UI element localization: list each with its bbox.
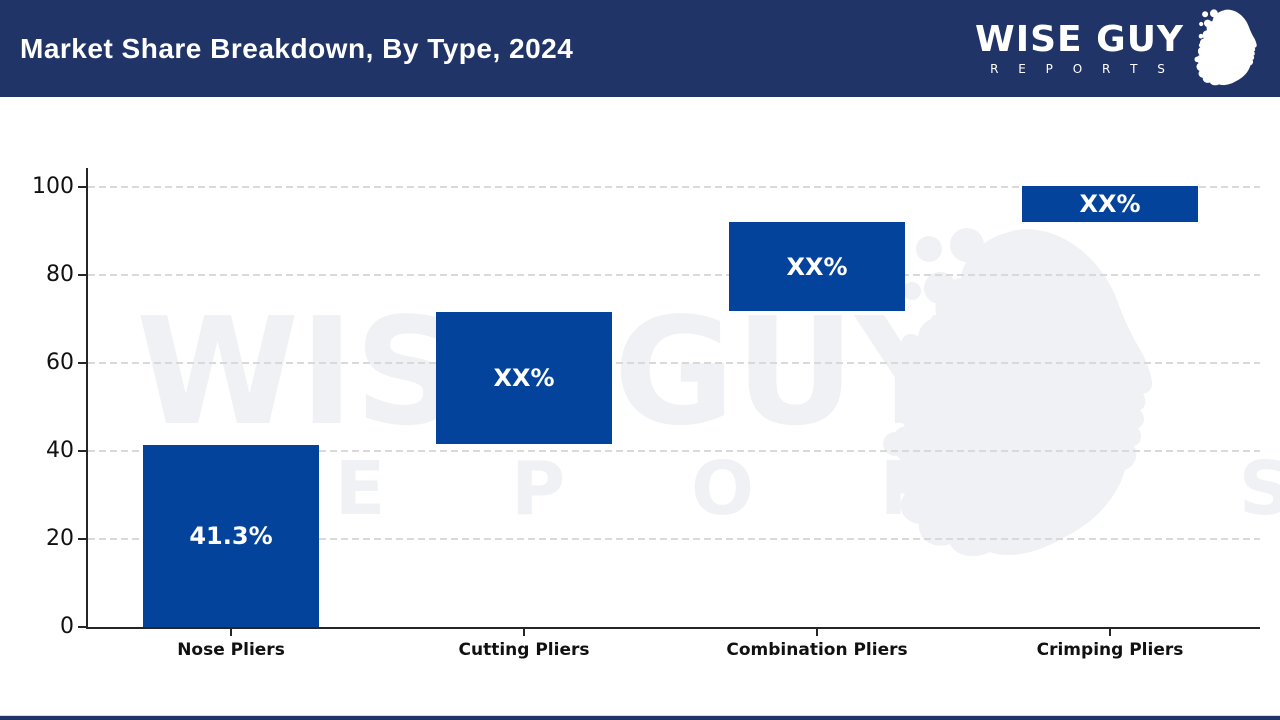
gridline-80 [88, 274, 1260, 276]
gridline-60 [88, 362, 1260, 364]
x-tick [230, 629, 232, 636]
y-tick-label: 80 [46, 262, 74, 287]
y-tick [78, 626, 86, 628]
y-axis-line [86, 168, 88, 628]
wise-guy-logo: WISE GUY R E P O R T S [975, 8, 1262, 89]
x-label-cutting-pliers: Cutting Pliers [458, 640, 590, 660]
bar-value-label: XX% [493, 364, 555, 392]
x-label-nose-pliers: Nose Pliers [177, 640, 285, 660]
bar-crimping-pliers: XX% [1022, 186, 1198, 222]
y-tick [78, 450, 86, 452]
bar-value-label: XX% [1079, 190, 1141, 218]
y-tick [78, 274, 86, 276]
footer-divider [0, 715, 1280, 716]
logo-face-icon [1194, 9, 1257, 86]
logo-wordmark: WISE GUY [974, 18, 1184, 60]
bar-value-label: 41.3% [189, 522, 273, 550]
x-tick [523, 629, 525, 636]
y-tick-label: 100 [32, 174, 74, 199]
y-tick [78, 186, 86, 188]
x-label-combination-pliers: Combination Pliers [726, 640, 908, 660]
y-tick [78, 538, 86, 540]
x-label-crimping-pliers: Crimping Pliers [1036, 640, 1184, 660]
y-tick [78, 362, 86, 364]
y-tick-label: 60 [46, 350, 74, 375]
footer-bar [0, 716, 1280, 720]
y-tick-label: 40 [46, 438, 74, 463]
header: Market Share Breakdown, By Type, 2024 WI… [0, 0, 1280, 97]
logo-subtitle: R E P O R T S [990, 61, 1173, 76]
bar-cutting-pliers: XX% [436, 312, 612, 444]
bar-value-label: XX% [786, 252, 848, 281]
x-tick [1109, 629, 1111, 636]
bar-nose-pliers: 41.3% [143, 445, 319, 627]
x-tick [816, 629, 818, 636]
page-title: Market Share Breakdown, By Type, 2024 [20, 32, 574, 64]
y-tick-label: 0 [60, 614, 74, 639]
y-tick-label: 20 [46, 526, 74, 551]
gridline-40 [88, 450, 1260, 452]
bar-combination-pliers: XX% [729, 222, 905, 311]
gridline-100 [88, 186, 1260, 188]
gridline-20 [88, 538, 1260, 540]
x-axis-line [86, 627, 1260, 629]
